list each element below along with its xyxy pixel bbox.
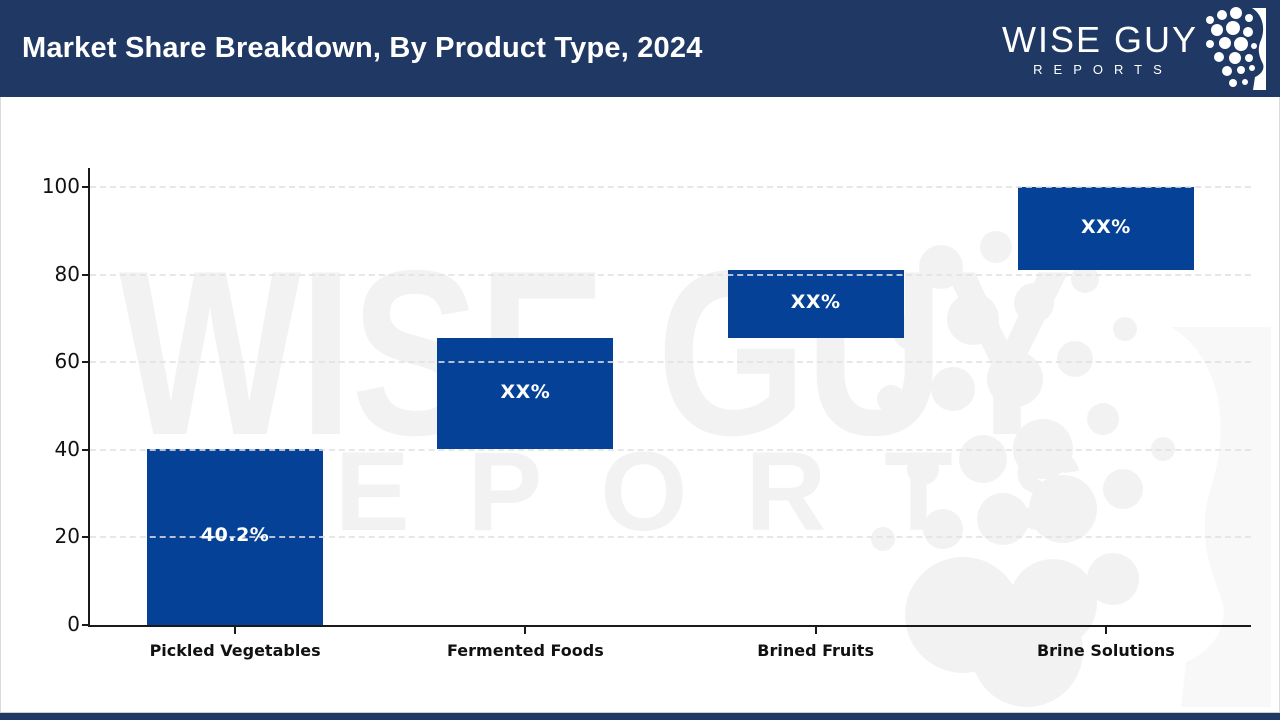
bar-value-label: XX% bbox=[500, 380, 551, 403]
dotted-face-icon bbox=[1206, 6, 1266, 90]
y-axis-tick-label: 100 bbox=[41, 174, 80, 198]
x-axis-tick bbox=[1104, 626, 1107, 634]
y-axis-tick-label: 80 bbox=[54, 261, 80, 286]
y-axis-tick bbox=[82, 448, 90, 451]
y-axis-tick bbox=[82, 273, 90, 276]
y-axis-tick bbox=[82, 186, 90, 188]
chart-panel: WISE GUY REPORTS 0 20 40 60 80 100 40.2% Pickle… bbox=[0, 97, 1280, 713]
bar-segment bbox=[437, 338, 614, 449]
y-gridline bbox=[90, 361, 1251, 364]
x-axis-tick bbox=[524, 626, 527, 634]
x-axis-line bbox=[88, 625, 1251, 627]
x-axis-category-label: Brined Fruits bbox=[757, 641, 874, 660]
x-axis-category-label: Pickled Vegetables bbox=[149, 641, 321, 660]
x-axis-tick bbox=[234, 626, 237, 634]
wise-guy-logo: WISE GUY REPORTS bbox=[1002, 6, 1266, 92]
y-axis-tick-label: 0 bbox=[67, 612, 80, 636]
y-gridline bbox=[90, 536, 1251, 539]
y-gridline bbox=[90, 273, 1251, 276]
bar-segment bbox=[727, 270, 904, 339]
x-axis-category-label: Brine Solutions bbox=[1036, 641, 1175, 660]
y-axis-tick-label: 40 bbox=[54, 436, 80, 461]
y-axis-tick bbox=[82, 536, 90, 539]
page-title: Market Share Breakdown, By Product Type,… bbox=[22, 32, 703, 64]
y-axis-tick bbox=[82, 624, 90, 626]
y-axis-tick bbox=[82, 361, 90, 364]
y-gridline bbox=[90, 186, 1251, 188]
bar-segment bbox=[1017, 187, 1194, 271]
logo-text: WISE GUY REPORTS bbox=[1001, 18, 1198, 77]
y-axis-tick-label: 60 bbox=[54, 349, 80, 374]
bar-value-label: XX% bbox=[790, 291, 841, 314]
y-axis-tick-label: 20 bbox=[54, 524, 80, 549]
x-axis-category-label: Fermented Foods bbox=[447, 641, 604, 660]
bar-value-label: 40.2% bbox=[200, 523, 270, 546]
logo-subtitle: REPORTS bbox=[1033, 61, 1173, 77]
header-bar: Market Share Breakdown, By Product Type,… bbox=[0, 0, 1280, 97]
watermark-dotted-face bbox=[871, 225, 1271, 707]
footer-divider bbox=[0, 712, 1280, 713]
y-axis-line bbox=[88, 168, 90, 627]
logo-wordmark: WISE GUY bbox=[1001, 18, 1198, 60]
bar-value-label: XX% bbox=[1080, 215, 1131, 238]
footer-bar bbox=[0, 713, 1280, 720]
y-gridline bbox=[90, 448, 1251, 451]
x-axis-tick bbox=[814, 626, 817, 634]
